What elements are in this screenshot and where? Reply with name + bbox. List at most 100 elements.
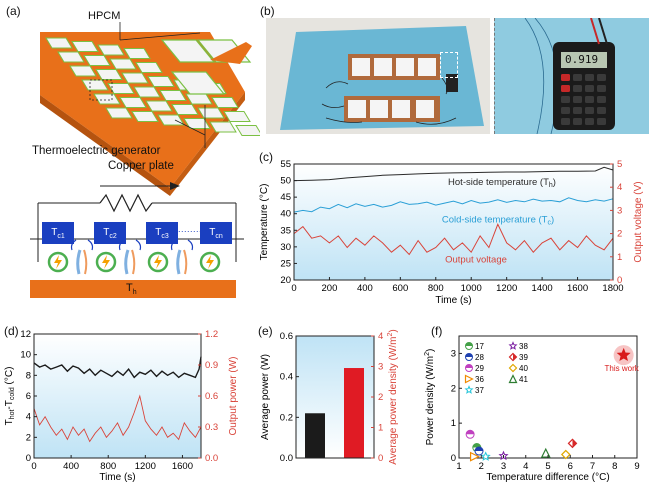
hpcm-cell: [119, 97, 147, 108]
x-tick-label: 8: [612, 461, 617, 472]
calculator-key: [573, 96, 582, 103]
teg-schematic: [30, 22, 260, 298]
calculator-key: [573, 85, 582, 92]
y-tick-label: 0.0: [280, 453, 293, 464]
y2-tick-label: 0: [378, 453, 383, 464]
y-tick-label: 4: [26, 412, 31, 423]
y-tick-label: 8: [26, 370, 31, 381]
calculator-key: [561, 118, 570, 125]
calculator-key: [561, 107, 570, 114]
y-tick-label: 45: [280, 192, 291, 203]
legend-marker-39-fill: [513, 353, 517, 361]
plot-background: [294, 164, 613, 280]
y2-tick-label: 1: [378, 423, 383, 434]
plot-background: [34, 334, 201, 458]
calculator-key: [585, 85, 594, 92]
device-photo: [266, 18, 490, 134]
x-tick-label: 6: [568, 461, 573, 472]
plot-frame: [293, 163, 614, 281]
legend-label-28: 28: [475, 353, 484, 362]
heat-arrow-icon: [87, 239, 94, 251]
y2-tick-label: 4: [378, 331, 383, 342]
calculator-key: [573, 118, 582, 125]
y-tick-label: 1: [451, 418, 456, 429]
y2-tick-label: 2: [617, 229, 622, 240]
heat-flow-icon: [76, 249, 82, 275]
hpcm-cell: [235, 125, 260, 136]
series-line-2: [293, 223, 614, 256]
series-line-1: [33, 394, 202, 443]
heat-arrow-icon: [70, 239, 77, 251]
y2-tick-label: 3: [378, 362, 383, 373]
teg-cell-3: Tc3: [146, 222, 178, 244]
x-tick-label: 400: [357, 283, 373, 294]
y-tick-label: 0: [26, 453, 31, 464]
hpcm-cell: [133, 86, 161, 98]
y2-tick-label: 0.3: [205, 422, 218, 433]
lightning-icon: [206, 255, 214, 269]
legend-label-36: 36: [475, 375, 484, 384]
panel-label-f: (f): [431, 324, 443, 338]
y2-tick-label: 0.6: [205, 391, 218, 402]
hpcm-cell: [95, 69, 123, 80]
series-label-1: Cold-side temperature (Tc): [442, 214, 554, 226]
calculator-key: [585, 96, 594, 103]
legend-label-29: 29: [475, 364, 484, 373]
heat-flow-icon: [83, 249, 88, 275]
calculator-key: [585, 118, 594, 125]
y2-tick-label: 2: [378, 392, 383, 403]
lightning-icon: [102, 255, 110, 269]
resistor-icon: [99, 193, 153, 213]
y-tick-label: 30: [280, 242, 291, 253]
legend-label-38: 38: [519, 342, 528, 351]
hpcm-cell: [157, 114, 185, 126]
x-tick-label: 400: [63, 461, 79, 472]
heat-flow-icon: [176, 249, 182, 275]
calculator-key: [573, 74, 582, 81]
y2-tick-label: 1.2: [205, 329, 218, 340]
data-point-40: [560, 449, 571, 460]
y2-tick-label: 1: [617, 252, 622, 263]
x-tick-label: 3: [501, 461, 506, 472]
hpcm-cell: [83, 55, 111, 66]
series-label-0: Hot-side temperature (Th): [448, 177, 556, 189]
y-tick-label: 35: [280, 225, 291, 236]
x-tick-label: 600: [392, 283, 408, 294]
multimeter-reading: 0.919: [565, 53, 599, 66]
panel-label-d: (d): [4, 324, 19, 338]
panel-a: (a) HPCM Thermoelectric generator: [0, 0, 260, 310]
x-tick-label: 2: [479, 461, 484, 472]
heat-arrow-icon: [118, 239, 125, 251]
heat-arrow-icon: [187, 239, 194, 251]
hpcm-cell: [223, 111, 251, 122]
hpcm-cell: [57, 51, 85, 63]
heat-flow-icon: [131, 249, 136, 275]
x-tick-label: 1: [456, 461, 461, 472]
x-tick-label: 800: [100, 461, 116, 472]
teg-cell-2: Tc2: [94, 222, 126, 244]
hpcm-cell: [131, 111, 159, 122]
data-point-29-fill: [466, 430, 475, 435]
y2-tick-label: 0.9: [205, 360, 218, 371]
lightning-icon: [54, 255, 62, 269]
hpcm-cell: [121, 72, 149, 84]
hpcm-cell: [45, 37, 73, 49]
x-tick-label: 200: [322, 283, 338, 294]
x-tick-label: 1400: [532, 283, 553, 294]
bar-average-power-density: [344, 368, 364, 458]
hpcm-cell: [93, 93, 121, 105]
y-tick-label: 3: [451, 348, 456, 359]
y2-axis-label: Average power density (W/m2): [387, 329, 399, 464]
y-tick-label: 10: [20, 350, 31, 361]
hpcm-cell: [171, 104, 199, 115]
y-tick-label: 0.4: [280, 372, 293, 383]
legend-marker-40: [508, 363, 518, 373]
legend-label-41: 41: [519, 375, 528, 384]
x-tick-label: 5: [545, 461, 550, 472]
panel-label-e: (e): [258, 324, 273, 338]
data-point-this-work: [616, 347, 631, 362]
x-tick-label: 1800: [602, 283, 623, 294]
heat-source: [30, 280, 236, 298]
data-point-39-fill: [572, 439, 577, 448]
